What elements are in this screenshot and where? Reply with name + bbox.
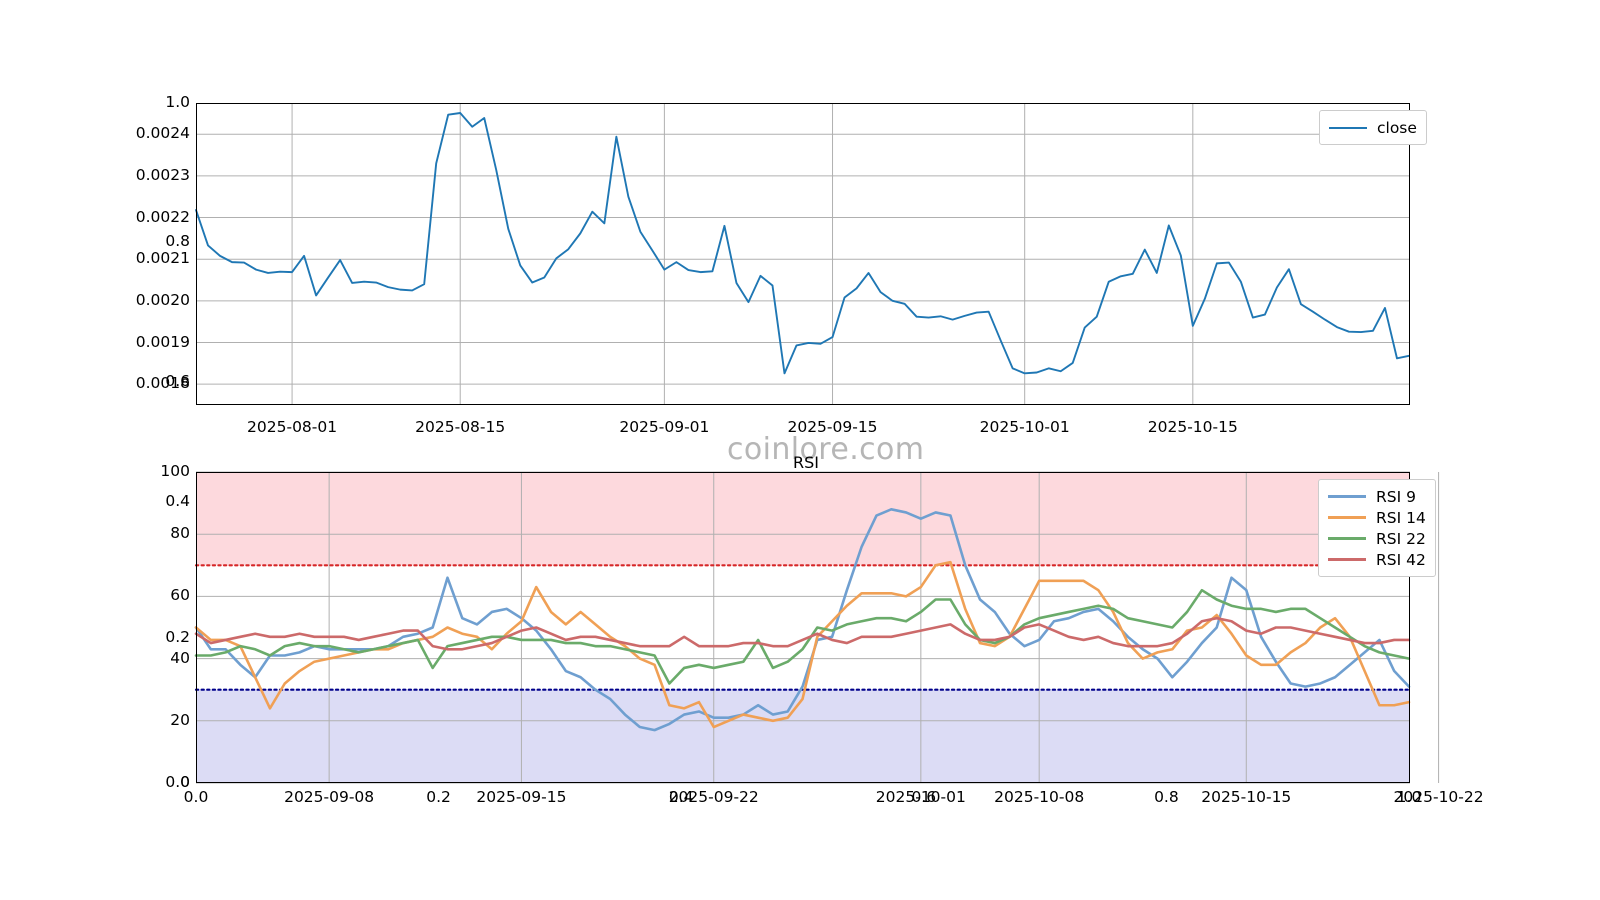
- rsi-x-tick-label-normalized: 0.2: [426, 788, 451, 806]
- rsi-legend: RSI 9 RSI 14 RSI 22 RSI 42: [1318, 479, 1436, 577]
- rsi-x-tick-label: 2025-10-15: [1201, 788, 1292, 806]
- rsi-y-tick-label: 0: [180, 773, 190, 791]
- rsi-x-tick-label: 2025-09-15: [476, 788, 567, 806]
- price-y-tick-label: 0.0020: [135, 290, 190, 309]
- rsi-x-tick-label: 2025-10-22: [1393, 788, 1484, 806]
- legend-line-swatch-icon: [1328, 495, 1366, 498]
- rsi-y-tick-label-normalized: 0.4: [165, 491, 190, 510]
- close-price-line: [195, 112, 1410, 375]
- rsi-plot-svg: [194, 471, 1440, 784]
- price-y-tick-label: 0.0023: [135, 165, 190, 184]
- legend-line-swatch-icon: [1329, 126, 1367, 129]
- legend-item-rsi-42[interactable]: RSI 42: [1328, 549, 1426, 570]
- rsi-y-tick-label: 40: [170, 648, 190, 667]
- price-x-tick-label: 2025-09-15: [787, 418, 878, 436]
- legend-line-swatch-icon: [1328, 516, 1366, 519]
- rsi-y-tick-label: 100: [160, 462, 190, 480]
- legend-line-swatch-icon: [1328, 537, 1366, 540]
- legend-item-label: close: [1377, 118, 1417, 137]
- price-chart-panel: [195, 103, 1410, 405]
- rsi-x-tick-label: 2025-10-01: [875, 788, 966, 806]
- price-y-tick-label-normalized: 1.0: [165, 93, 190, 111]
- rsi-y-tick-label-normalized: 0.0: [165, 773, 190, 791]
- price-y-tick-label: 0.0018: [135, 374, 190, 393]
- rsi-x-tick-label: 2025-09-22: [668, 788, 759, 806]
- rsi-x-tick-label-normalized: 0.0: [183, 788, 209, 806]
- legend-item-label: RSI 14: [1376, 508, 1426, 527]
- legend-item-label: RSI 42: [1376, 550, 1426, 569]
- price-y-tick-label-normalized: 0.8: [165, 231, 190, 250]
- legend-item-close[interactable]: close: [1329, 117, 1417, 138]
- legend-item-rsi-9[interactable]: RSI 9: [1328, 486, 1426, 507]
- watermark: coinlore.com: [727, 432, 925, 467]
- price-x-tick-label: 2025-10-01: [979, 418, 1070, 436]
- price-x-tick-label: 2025-08-15: [415, 418, 506, 436]
- rsi-x-tick-label-normalized: 0.6: [911, 788, 937, 806]
- rsi-x-tick-label-normalized: 1.0: [1396, 788, 1422, 806]
- price-y-tick-label: 0.0022: [135, 207, 190, 226]
- rsi-chart-panel: [194, 471, 1440, 784]
- price-y-tick-label: 0.0024: [135, 124, 190, 143]
- rsi-panel-title: RSI: [793, 453, 819, 472]
- rsi-y-tick-label: 60: [170, 586, 190, 605]
- rsi-line-rsi-22: [194, 588, 1411, 685]
- overbought-band: [196, 472, 1410, 566]
- oversold-band: [196, 689, 1410, 783]
- legend-item-rsi-14[interactable]: RSI 14: [1328, 507, 1426, 528]
- rsi-line-rsi-42: [194, 616, 1411, 651]
- rsi-y-tick-label: 20: [170, 710, 190, 729]
- legend-item-label: RSI 22: [1376, 529, 1426, 548]
- rsi-y-tick-label-normalized: 0.2: [165, 628, 190, 647]
- price-legend: close: [1319, 110, 1427, 145]
- legend-item-label: RSI 9: [1376, 487, 1416, 506]
- price-x-tick-label: 2025-08-01: [247, 418, 338, 436]
- rsi-line-rsi-9: [194, 508, 1411, 732]
- price-plot-svg: [195, 103, 1410, 405]
- rsi-x-tick-label: 2025-09-08: [284, 788, 375, 806]
- legend-line-swatch-icon: [1328, 558, 1366, 561]
- rsi-x-tick-label-normalized: 0.8: [1154, 788, 1179, 806]
- price-x-tick-label: 2025-10-15: [1147, 418, 1238, 436]
- price-y-tick-label: 0.0021: [135, 249, 190, 268]
- rsi-x-tick-label-normalized: 0.4: [668, 788, 694, 806]
- price-y-tick-label-normalized: 0.6: [165, 372, 190, 391]
- rsi-y-tick-label: 80: [170, 524, 190, 543]
- rsi-x-tick-label: 2025-10-08: [994, 788, 1085, 806]
- legend-item-rsi-22[interactable]: RSI 22: [1328, 528, 1426, 549]
- price-x-tick-label: 2025-09-01: [619, 418, 710, 436]
- price-y-tick-label: 0.0019: [135, 332, 190, 351]
